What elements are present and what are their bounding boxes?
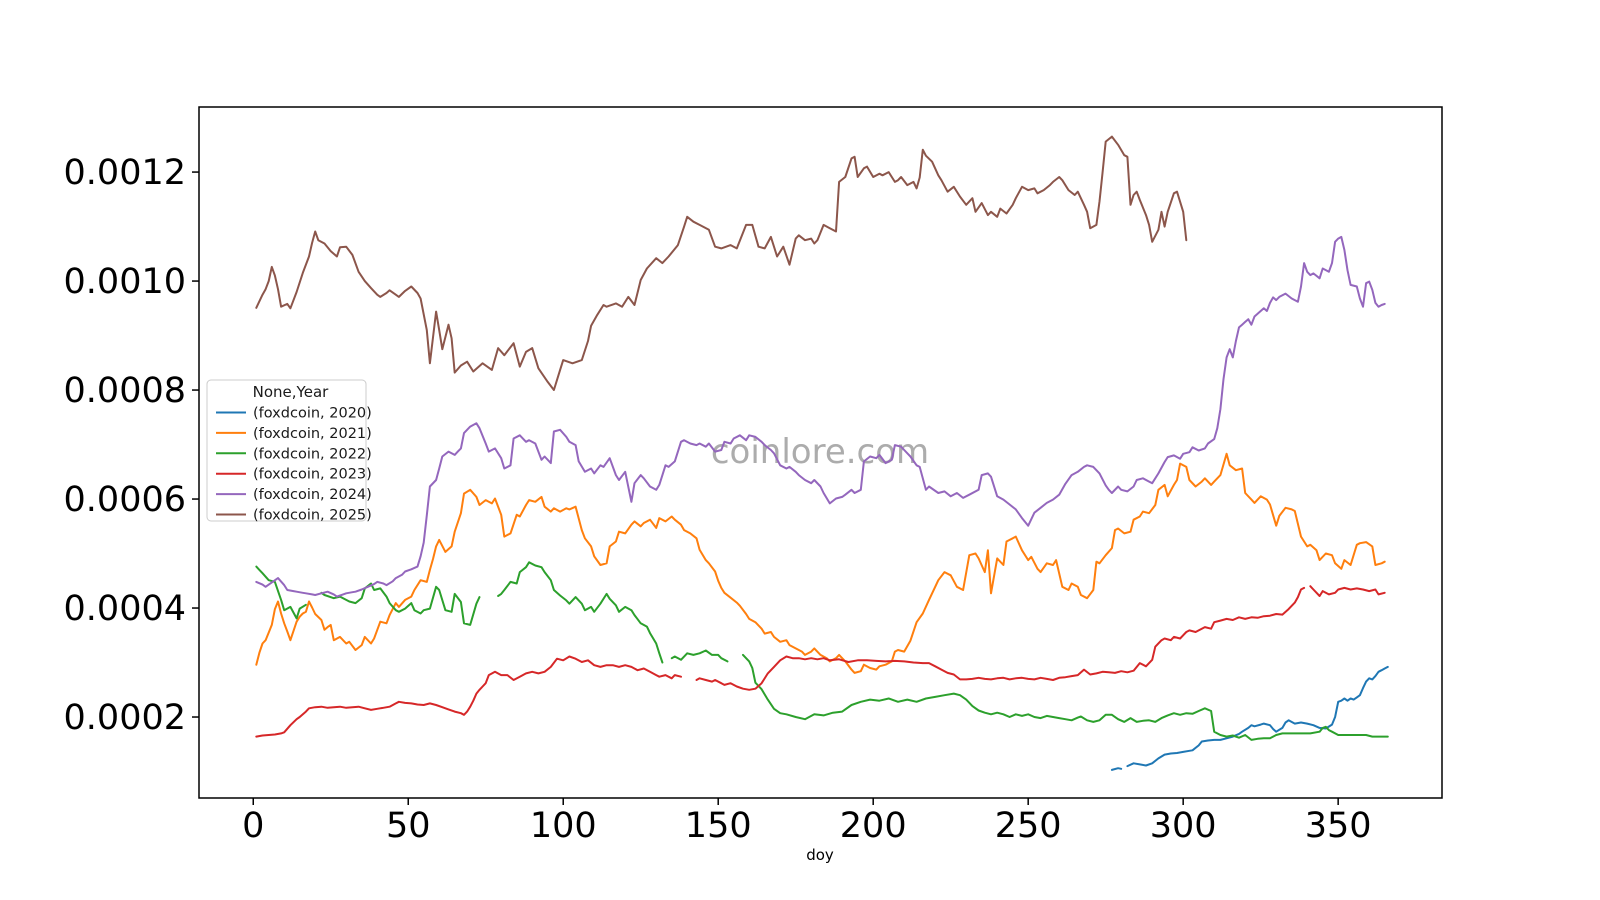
x-axis-label: doy	[806, 846, 834, 864]
x-tick-label: 250	[995, 806, 1062, 846]
legend-label-2024: (foxdcoin, 2024)	[253, 487, 372, 503]
series-line-2023	[695, 586, 1306, 691]
y-tick-label: 0.0004	[64, 589, 186, 629]
legend-label-2022: (foxdcoin, 2022)	[253, 446, 372, 462]
legend-label-2025: (foxdcoin, 2025)	[253, 508, 372, 524]
series-line-2022	[742, 653, 1389, 741]
series-line-2021	[255, 452, 1386, 674]
y-tick-label: 0.0006	[64, 480, 186, 520]
plot-border	[198, 106, 1443, 799]
series-line-2023	[255, 655, 682, 738]
legend-title: None,Year	[253, 383, 329, 401]
x-tick-label: 0	[242, 806, 264, 846]
series-line-2022	[255, 565, 307, 620]
series-line-2020	[1126, 665, 1389, 768]
y-tick-label: 0.0010	[64, 262, 186, 302]
legend: None,Year (foxdcoin, 2020) (foxdcoin, 2021…	[206, 379, 372, 524]
legend-label-2020: (foxdcoin, 2020)	[253, 406, 372, 422]
x-tick-label: 150	[685, 806, 752, 846]
series-line-2023	[1309, 585, 1386, 597]
legend-box	[206, 379, 367, 522]
x-tick-label: 50	[386, 806, 431, 846]
x-tick-label: 200	[840, 806, 907, 846]
series-line-2022	[497, 561, 664, 664]
series-line-2022	[320, 582, 481, 626]
series-line-2020	[1110, 767, 1123, 771]
x-tick-label: 350	[1305, 806, 1372, 846]
series-line-2024	[255, 235, 1386, 598]
y-tick-label: 0.0008	[64, 371, 186, 411]
legend-label-2023: (foxdcoin, 2023)	[253, 467, 372, 483]
y-tick-label: 0.0002	[64, 698, 186, 738]
y-tick-label: 0.0012	[64, 153, 186, 193]
series-line-2025	[255, 135, 1188, 391]
legend-label-2021: (foxdcoin, 2021)	[253, 426, 372, 442]
x-tick-label: 300	[1150, 806, 1217, 846]
series-line-2022	[670, 649, 729, 663]
x-tick-label: 100	[530, 806, 597, 846]
